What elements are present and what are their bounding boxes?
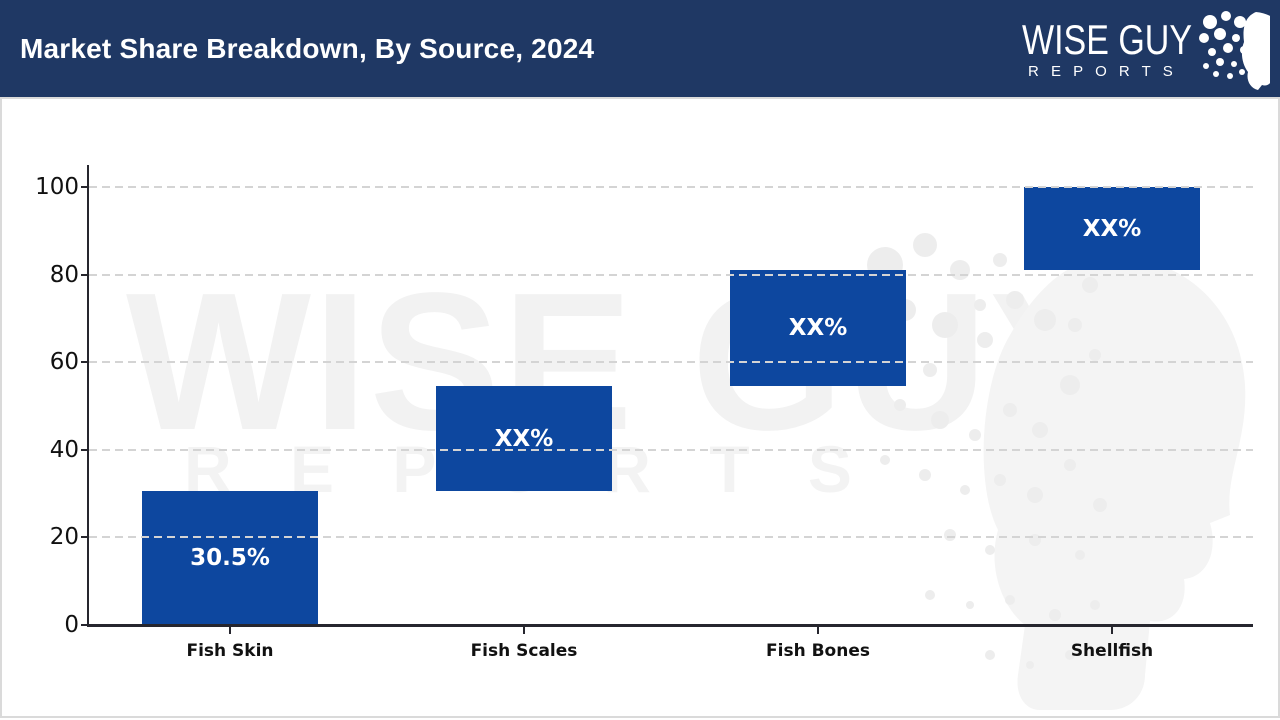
x-tick-label: Shellfish — [1070, 641, 1154, 661]
gridline — [89, 536, 1253, 539]
gridline — [89, 361, 1253, 364]
y-tick — [81, 448, 89, 451]
page-title: Market Share Breakdown, By Source, 2024 — [20, 32, 595, 64]
bar — [436, 386, 612, 492]
gridline — [89, 186, 1253, 188]
gridline — [89, 448, 1253, 451]
y-tick-label: 100 — [35, 174, 79, 200]
x-axis — [87, 624, 1253, 627]
x-tick — [523, 627, 525, 634]
y-tick — [81, 186, 89, 188]
x-tick — [1111, 627, 1113, 634]
y-tick — [81, 624, 89, 626]
x-tick-label: Fish Skin — [186, 641, 274, 661]
logo-head-icon — [1199, 10, 1280, 90]
x-tick — [817, 627, 819, 634]
y-tick-label: 20 — [49, 524, 79, 551]
gridline — [89, 273, 1253, 276]
bar-label: 30.5% — [190, 545, 270, 572]
bar — [1024, 187, 1200, 271]
y-tick — [81, 273, 89, 276]
y-tick-label: 60 — [49, 349, 79, 376]
y-tick-label: 80 — [49, 261, 79, 288]
bar-label: XX% — [494, 425, 554, 452]
x-tick-label: Fish Bones — [766, 641, 870, 661]
x-tick — [229, 627, 231, 634]
y-axis — [87, 165, 89, 627]
y-tick — [81, 361, 89, 364]
logo-subtext: R E P O R T S — [1028, 63, 1177, 80]
header-bar: Market Share Breakdown, By Source, 2024 … — [0, 0, 1280, 97]
bar — [730, 270, 906, 387]
watermark-head-icon — [867, 233, 1246, 710]
bar-label: XX% — [788, 315, 848, 342]
x-tick-label: Fish Scales — [470, 641, 578, 661]
y-tick-label: 0 — [64, 612, 79, 638]
logo-wordmark: WISE GUY — [1022, 16, 1192, 63]
y-tick-label: 40 — [49, 436, 79, 463]
brand-logo-graphic: WISE GUY R E P O R T S — [1022, 10, 1280, 90]
brand-logo: WISE GUY R E P O R T S — [1020, 6, 1280, 92]
bar-label: XX% — [1082, 215, 1142, 242]
y-tick — [81, 536, 89, 539]
bar — [142, 491, 318, 625]
